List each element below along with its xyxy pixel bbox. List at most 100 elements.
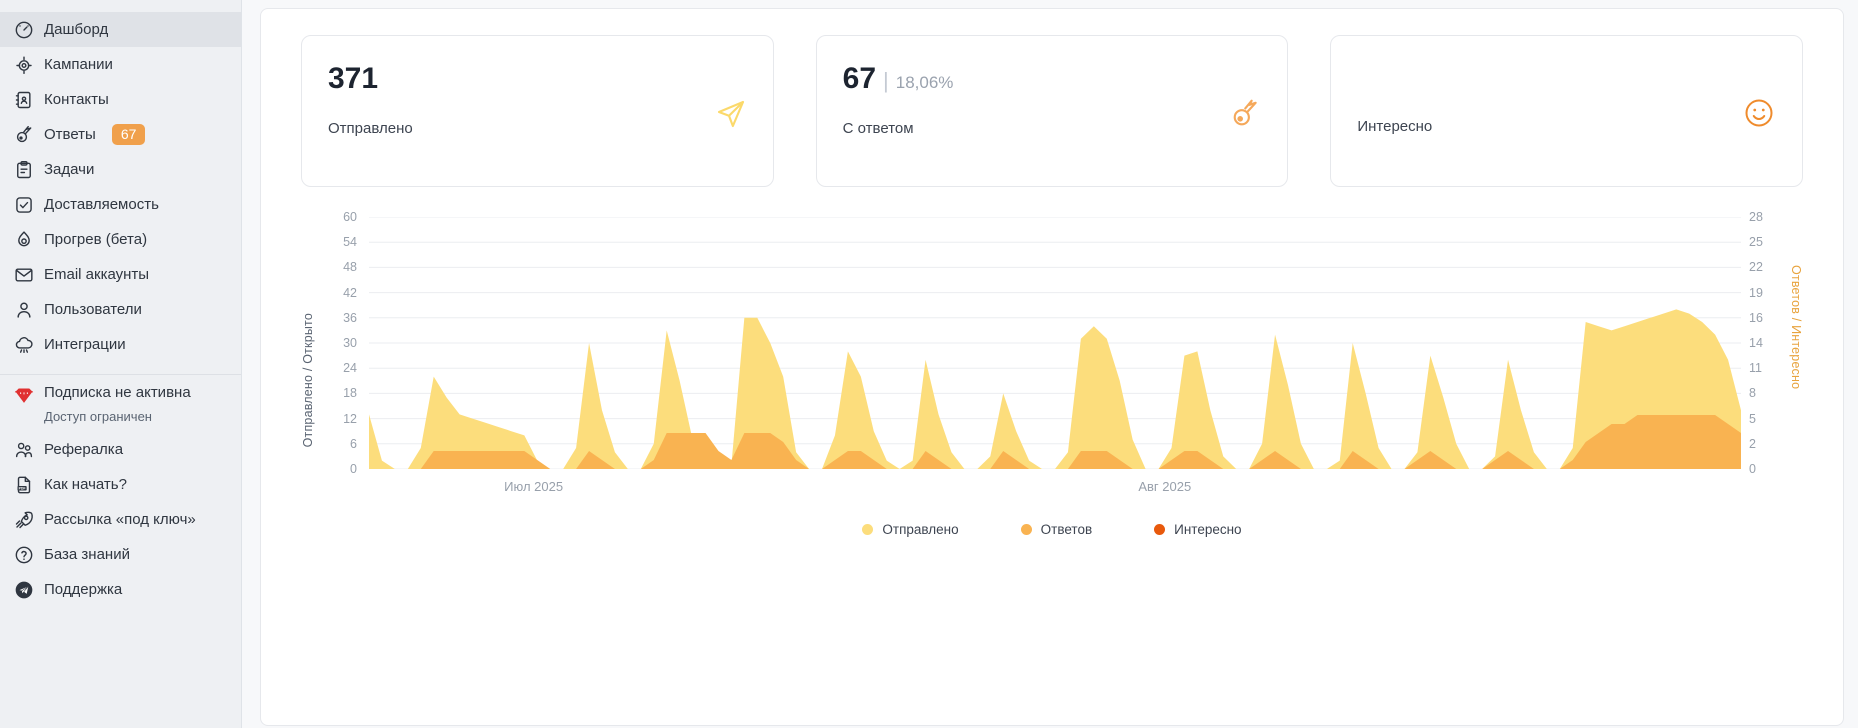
value-separator: | [883, 68, 889, 93]
main-content: 371 Отправлено 67 | 18,06% [242, 0, 1858, 728]
sidebar-item-0[interactable]: Дашборд [0, 12, 241, 47]
sidebar-secondary-item-label: Поддержка [44, 581, 123, 598]
subscription-title: Подписка не активна [44, 384, 191, 401]
interested-label: Интересно [1357, 118, 1433, 135]
legend-label: Интересно [1174, 522, 1242, 537]
legend-item-1[interactable]: Ответов [1020, 522, 1093, 537]
envelope-icon [14, 265, 34, 285]
diamond-icon [14, 385, 34, 405]
sidebar-secondary-item-3[interactable]: База знаний [0, 537, 241, 572]
x-axis-label: Авг 2025 [1138, 479, 1192, 494]
sidebar-secondary-item-0[interactable]: Рефералка [0, 432, 241, 467]
telegram-icon [14, 580, 34, 600]
sidebar-item-label: Кампании [44, 56, 113, 73]
comet-icon [14, 125, 34, 145]
y-tick-label: 19 [1749, 285, 1763, 300]
sidebar-secondary-item-label: База знаний [44, 546, 130, 563]
y-tick-label: 48 [343, 260, 357, 275]
sidebar-item-label: Дашборд [44, 21, 109, 38]
y-tick-label: 18 [343, 386, 357, 401]
x-axis-label: Июл 2025 [504, 479, 564, 494]
y-tick-label: 42 [343, 285, 357, 300]
y-tick-label: 25 [1749, 235, 1763, 250]
sidebar-item-label: Пользователи [44, 301, 142, 318]
sidebar-item-label: Ответы [44, 126, 96, 143]
subscription-block[interactable]: Подписка не активна Доступ ограничен [0, 384, 241, 424]
y-tick-label: 0 [350, 462, 357, 476]
sidebar-divider [0, 374, 241, 375]
y-axis-right-title: Ответов / Интересно [1789, 265, 1803, 390]
sidebar-item-6[interactable]: Прогрев (бета) [0, 222, 241, 257]
gauge-icon [14, 20, 34, 40]
sent-value: 371 [328, 62, 379, 95]
legend-label: Ответов [1040, 522, 1093, 537]
cloud-plug-icon [14, 335, 34, 355]
comet-icon [1229, 98, 1261, 130]
legend-dot [1154, 524, 1166, 535]
sidebar-item-label: Доставляемость [44, 196, 159, 213]
sidebar-item-label: Задачи [44, 161, 95, 178]
sidebar-secondary-item-label: Как начать? [44, 476, 127, 493]
chart-plot-area [369, 217, 1741, 469]
replied-percent: 18,06% [895, 73, 954, 92]
y-tick-label: 22 [1749, 260, 1763, 275]
chart-svg [369, 217, 1741, 469]
rocket-icon [14, 510, 34, 530]
clipboard-icon [14, 160, 34, 180]
sidebar-item-4[interactable]: Задачи [0, 152, 241, 187]
stat-card-interested[interactable]: Интересно [1330, 35, 1804, 187]
y-tick-label: 24 [343, 361, 357, 376]
sidebar-item-badge: 67 [111, 123, 146, 146]
sidebar-item-label: Прогрев (бета) [44, 231, 148, 248]
smiley-icon [1744, 98, 1776, 130]
y-tick-label: 5 [1749, 411, 1756, 426]
sidebar-item-9[interactable]: Интеграции [0, 327, 241, 362]
y-tick-label: 11 [1749, 361, 1762, 376]
flame-icon [14, 230, 34, 250]
sidebar-item-2[interactable]: Контакты [0, 82, 241, 117]
pdf-file-icon: PDF [14, 475, 34, 495]
check-square-icon [14, 195, 34, 215]
stat-card-sent[interactable]: 371 Отправлено [301, 35, 774, 187]
y-tick-label: 60 [343, 210, 357, 224]
user-icon [14, 300, 34, 320]
question-circle-icon [14, 545, 34, 565]
replied-value: 67 [842, 62, 877, 95]
sidebar-item-label: Интеграции [44, 336, 126, 353]
legend-label: Отправлено [882, 522, 959, 537]
dashboard-panel: 371 Отправлено 67 | 18,06% [260, 8, 1844, 726]
users-icon [14, 440, 34, 460]
svg-text:PDF: PDF [19, 486, 26, 490]
sidebar-secondary-item-4[interactable]: Поддержка [0, 572, 241, 607]
y-tick-label: 8 [1749, 386, 1756, 401]
activity-chart: Отправлено / Открыто Ответов / Интересно… [301, 210, 1803, 547]
y-tick-label: 54 [343, 235, 357, 250]
replied-label: С ответом [842, 120, 914, 137]
sidebar-secondary-item-label: Рассылка «под ключ» [44, 511, 196, 528]
y-tick-label: 12 [343, 411, 357, 426]
sidebar-item-1[interactable]: Кампании [0, 47, 241, 82]
sidebar-secondary-item-1[interactable]: PDF Как начать? [0, 467, 241, 502]
replied-value-row: 67 | 18,06% [843, 62, 1262, 95]
legend-dot [862, 524, 874, 535]
chart-legend: Отправлено Ответов Интересно [301, 522, 1803, 537]
chart-area-Отправлено [369, 309, 1741, 469]
sidebar-item-3[interactable]: Ответы 67 [0, 117, 241, 152]
legend-item-0[interactable]: Отправлено [862, 522, 959, 537]
sidebar-item-7[interactable]: Email аккаунты [0, 257, 241, 292]
sent-value-row: 371 [328, 62, 747, 95]
sidebar-item-8[interactable]: Пользователи [0, 292, 241, 327]
chart-area-Ответов [369, 415, 1741, 469]
legend-item-2[interactable]: Интересно [1154, 522, 1242, 537]
sidebar-item-5[interactable]: Доставляемость [0, 187, 241, 222]
y-tick-label: 2 [1749, 436, 1756, 451]
y-tick-label: 28 [1749, 210, 1763, 224]
x-axis-labels: Июл 2025 Авг 2025 [369, 479, 1741, 499]
stat-card-replied[interactable]: 67 | 18,06% С ответом [815, 35, 1289, 187]
sidebar-secondary-item-2[interactable]: Рассылка «под ключ» [0, 502, 241, 537]
sidebar-item-label: Email аккаунты [44, 266, 150, 283]
y-axis-left-title: Отправлено / Открыто [301, 313, 315, 448]
y-tick-label: 16 [1749, 310, 1763, 325]
contacts-book-icon [14, 90, 34, 110]
